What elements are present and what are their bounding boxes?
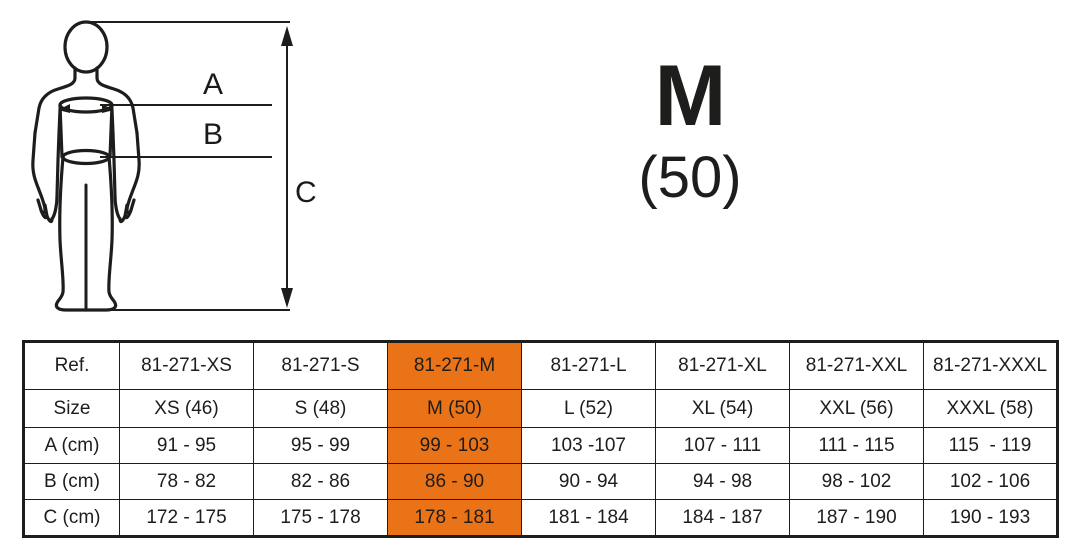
size-table-container: Ref. 81-271-XS 81-271-S 81-271-M 81-271-L 81-… (22, 340, 1059, 538)
table-cell: 90 - 94 (521, 463, 656, 500)
table-cell: 81-271-XL (655, 341, 790, 390)
table-cell: 172 - 175 (119, 499, 254, 537)
size-letter: M (654, 48, 727, 144)
table-cell: XL (54) (655, 389, 790, 428)
table-row: Ref. 81-271-XS 81-271-S 81-271-M 81-271-L 81-… (23, 341, 1058, 390)
row-label: B (cm) (23, 463, 120, 500)
table-cell: 190 - 193 (923, 499, 1058, 537)
table-cell: 107 - 111 (655, 427, 790, 464)
table-cell: S (48) (253, 389, 388, 428)
table-cell: 94 - 98 (655, 463, 790, 500)
table-cell: 111 - 115 (789, 427, 924, 464)
table-cell: XS (46) (119, 389, 254, 428)
table-cell: 175 - 178 (253, 499, 388, 537)
table-cell: 81-271-XXL (789, 341, 924, 390)
table-cell: 178 - 181 (387, 499, 522, 537)
row-label: Size (23, 389, 120, 428)
table-cell: 95 - 99 (253, 427, 388, 464)
table-cell: 86 - 90 (387, 463, 522, 500)
dimension-label-a: A (203, 68, 224, 101)
table-cell: 91 - 95 (119, 427, 254, 464)
table-cell: 81-271-L (521, 341, 656, 390)
table-row: Size XS (46) S (48) M (50) L (52) XL (54) XXL … (23, 389, 1058, 428)
table-row: B (cm) 78 - 82 82 - 86 86 - 90 90 - 94 94 - 9… (23, 463, 1058, 500)
dimension-label-c: C (295, 176, 317, 209)
table-cell: 115 - 119 (923, 427, 1058, 464)
table-cell: 81-271-XXXL (923, 341, 1058, 390)
body-measurement-diagram: A B C (0, 0, 360, 332)
top-illustration-area: A B C M (50) (0, 0, 1080, 332)
size-badge: M (50) (500, 48, 880, 210)
table-cell: XXL (56) (789, 389, 924, 428)
table-cell: 99 - 103 (387, 427, 522, 464)
arrow-up-icon (281, 26, 293, 46)
row-label: C (cm) (23, 499, 120, 537)
table-cell: 103 -107 (521, 427, 656, 464)
selected-size-panel: M (50) (500, 0, 1080, 332)
table-cell: L (52) (521, 389, 656, 428)
table-cell: 81-271-XS (119, 341, 254, 390)
mannequin-figure-icon (31, 20, 293, 312)
table-cell: 181 - 184 (521, 499, 656, 537)
table-cell: 81-271-S (253, 341, 388, 390)
table-row: A (cm) 91 - 95 95 - 99 99 - 103 103 -107 107 … (23, 427, 1058, 464)
table-cell: 78 - 82 (119, 463, 254, 500)
size-number: (50) (638, 144, 742, 210)
table-cell: 81-271-M (387, 341, 522, 390)
arrow-down-icon (281, 288, 293, 308)
size-table: Ref. 81-271-XS 81-271-S 81-271-M 81-271-L 81-… (22, 340, 1059, 538)
table-cell: 82 - 86 (253, 463, 388, 500)
table-cell: XXXL (58) (923, 389, 1058, 428)
table-cell: 187 - 190 (789, 499, 924, 537)
table-cell: 102 - 106 (923, 463, 1058, 500)
row-label: A (cm) (23, 427, 120, 464)
table-row: C (cm) 172 - 175 175 - 178 178 - 181 181 - 1… (23, 499, 1058, 537)
row-label: Ref. (23, 341, 120, 390)
table-cell: 184 - 187 (655, 499, 790, 537)
table-cell: 98 - 102 (789, 463, 924, 500)
table-cell: M (50) (387, 389, 522, 428)
dimension-label-b: B (203, 118, 224, 151)
